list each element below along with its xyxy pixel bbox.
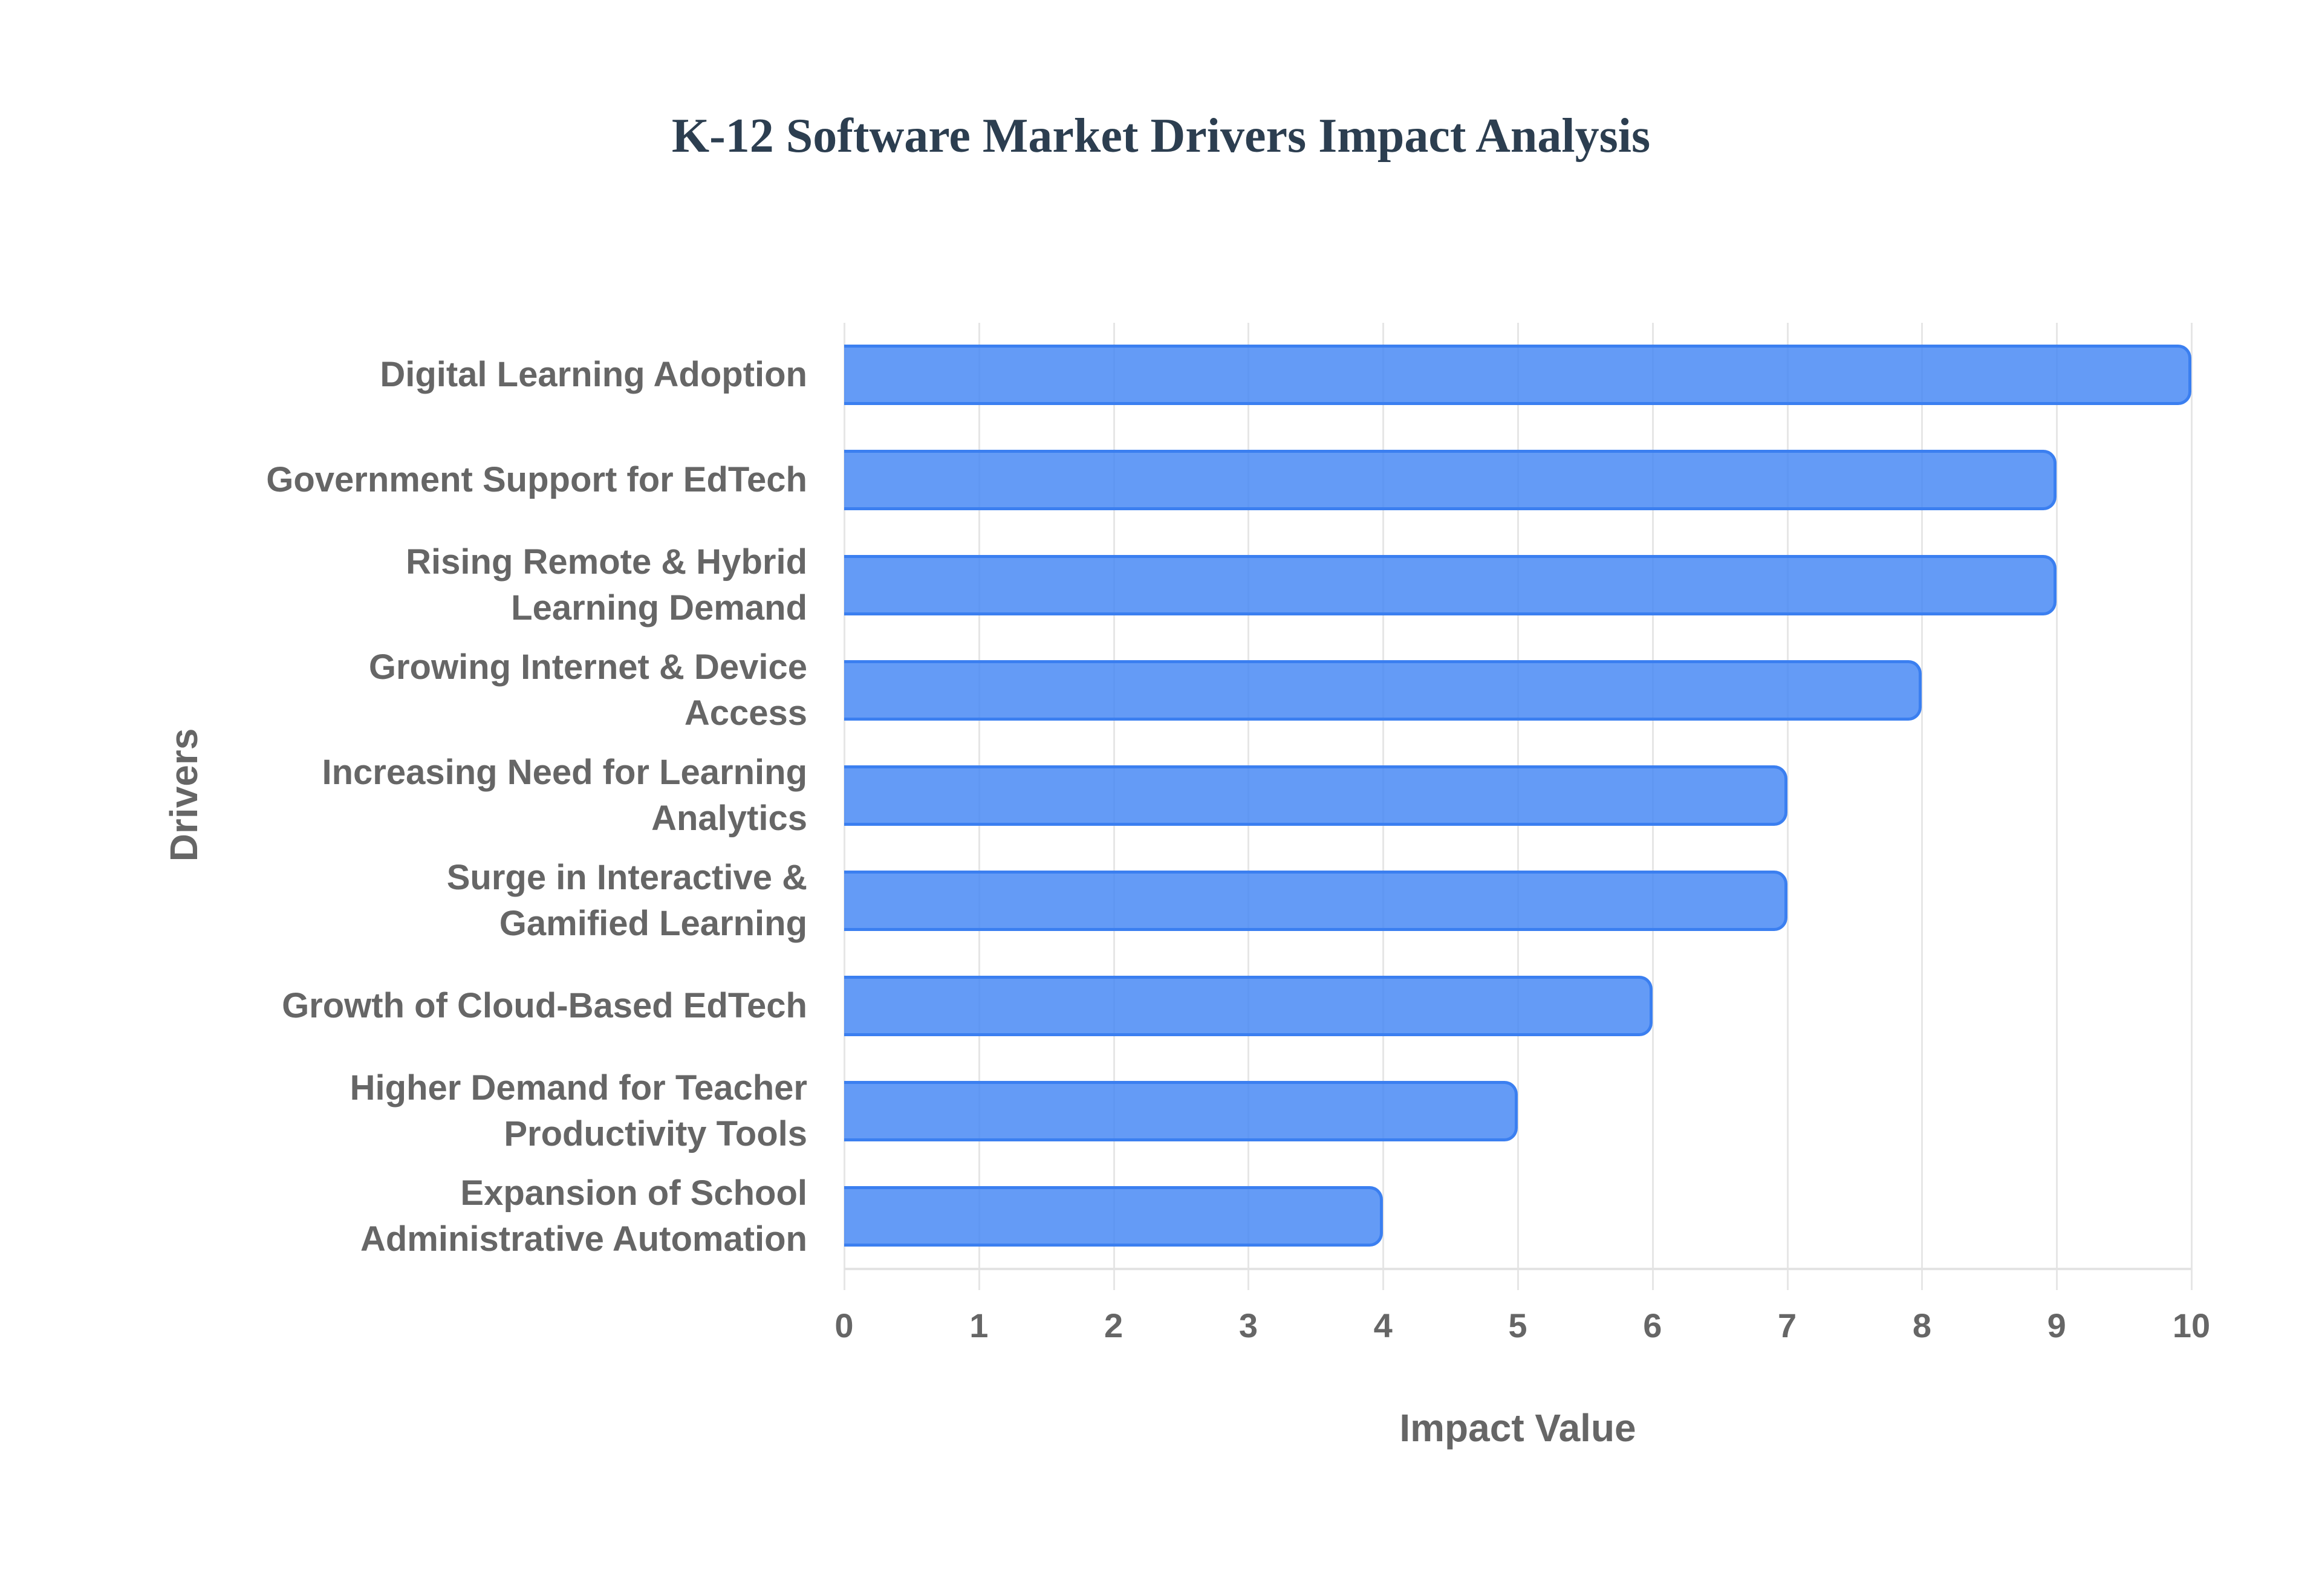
x-tick-label: 8 bbox=[1912, 1306, 1931, 1345]
x-tick-label: 5 bbox=[1508, 1306, 1527, 1345]
x-tick-label: 3 bbox=[1238, 1306, 1258, 1345]
chart-title: K-12 Software Market Drivers Impact Anal… bbox=[671, 109, 1651, 163]
bar[interactable] bbox=[844, 1186, 1384, 1247]
bar[interactable] bbox=[844, 555, 2057, 615]
y-category-label: Higher Demand for Teacher Productivity T… bbox=[350, 1068, 807, 1153]
x-tick-label: 1 bbox=[969, 1306, 989, 1345]
y-category-label: Growing Internet & Device Access bbox=[368, 647, 807, 733]
y-category-label: Government Support for EdTech bbox=[266, 460, 807, 499]
x-tick-label: 10 bbox=[2172, 1306, 2211, 1345]
y-category-label: Increasing Need for Learning Analytics bbox=[322, 753, 807, 838]
y-category-label: Expansion of School Administrative Autom… bbox=[360, 1173, 807, 1259]
y-category-label: Digital Learning Adoption bbox=[380, 355, 807, 394]
x-tick-label: 4 bbox=[1373, 1306, 1393, 1345]
y-axis-title: Drivers bbox=[162, 728, 206, 862]
gridline bbox=[1921, 323, 1924, 1290]
y-category-label: Rising Remote & Hybrid Learning Demand bbox=[406, 542, 807, 628]
bar[interactable] bbox=[844, 345, 2191, 405]
bar[interactable] bbox=[844, 450, 2057, 510]
x-axis-title: Impact Value bbox=[1399, 1406, 1636, 1450]
bar[interactable] bbox=[844, 871, 1787, 931]
bar[interactable] bbox=[844, 660, 1922, 721]
plot-area bbox=[844, 323, 2193, 1290]
x-tick-label: 9 bbox=[2047, 1306, 2066, 1345]
x-tick-label: 0 bbox=[834, 1306, 854, 1345]
x-axis-line bbox=[844, 1268, 2191, 1270]
gridline bbox=[2056, 323, 2058, 1290]
bar[interactable] bbox=[844, 976, 1653, 1036]
x-tick-label: 6 bbox=[1643, 1306, 1662, 1345]
bar[interactable] bbox=[844, 1081, 1518, 1141]
bar[interactable] bbox=[844, 765, 1787, 826]
x-tick-label: 7 bbox=[1778, 1306, 1797, 1345]
gridline bbox=[2191, 323, 2193, 1290]
y-category-label: Surge in Interactive & Gamified Learning bbox=[446, 858, 807, 943]
x-tick-label: 2 bbox=[1104, 1306, 1124, 1345]
gridline bbox=[1786, 323, 1789, 1290]
y-category-label: Growth of Cloud-Based EdTech bbox=[282, 986, 807, 1025]
